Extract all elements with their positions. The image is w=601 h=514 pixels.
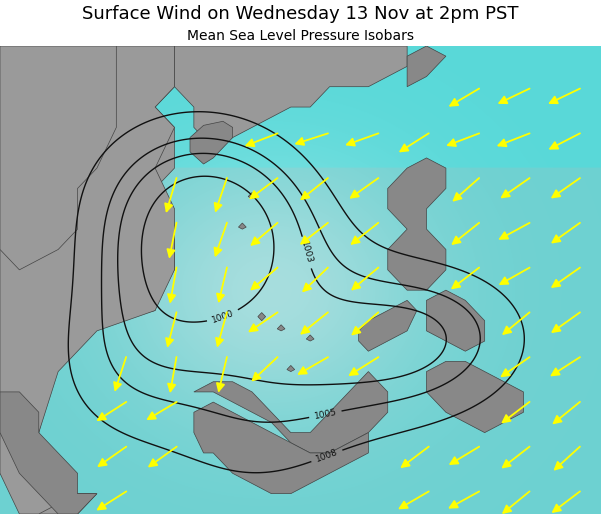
Polygon shape [427, 361, 523, 433]
Polygon shape [239, 223, 246, 229]
Polygon shape [359, 300, 417, 351]
Polygon shape [174, 46, 407, 148]
Text: 1005: 1005 [313, 408, 338, 421]
Polygon shape [277, 325, 285, 331]
Polygon shape [0, 46, 174, 514]
Polygon shape [427, 290, 484, 351]
Polygon shape [194, 402, 368, 493]
Polygon shape [0, 392, 97, 514]
Polygon shape [248, 193, 256, 198]
Text: 1000: 1000 [210, 308, 235, 325]
Text: 1008: 1008 [314, 448, 339, 464]
Polygon shape [307, 335, 314, 341]
Polygon shape [0, 46, 117, 270]
Text: Mean Sea Level Pressure Isobars: Mean Sea Level Pressure Isobars [187, 29, 414, 43]
Polygon shape [287, 365, 294, 372]
Polygon shape [0, 46, 174, 514]
Text: Surface Wind on Wednesday 13 Nov at 2pm PST: Surface Wind on Wednesday 13 Nov at 2pm … [82, 5, 519, 23]
Polygon shape [190, 121, 233, 164]
Polygon shape [407, 46, 446, 87]
Polygon shape [388, 158, 446, 290]
Text: 1003: 1003 [299, 241, 314, 265]
Polygon shape [258, 313, 266, 321]
Polygon shape [194, 372, 388, 453]
